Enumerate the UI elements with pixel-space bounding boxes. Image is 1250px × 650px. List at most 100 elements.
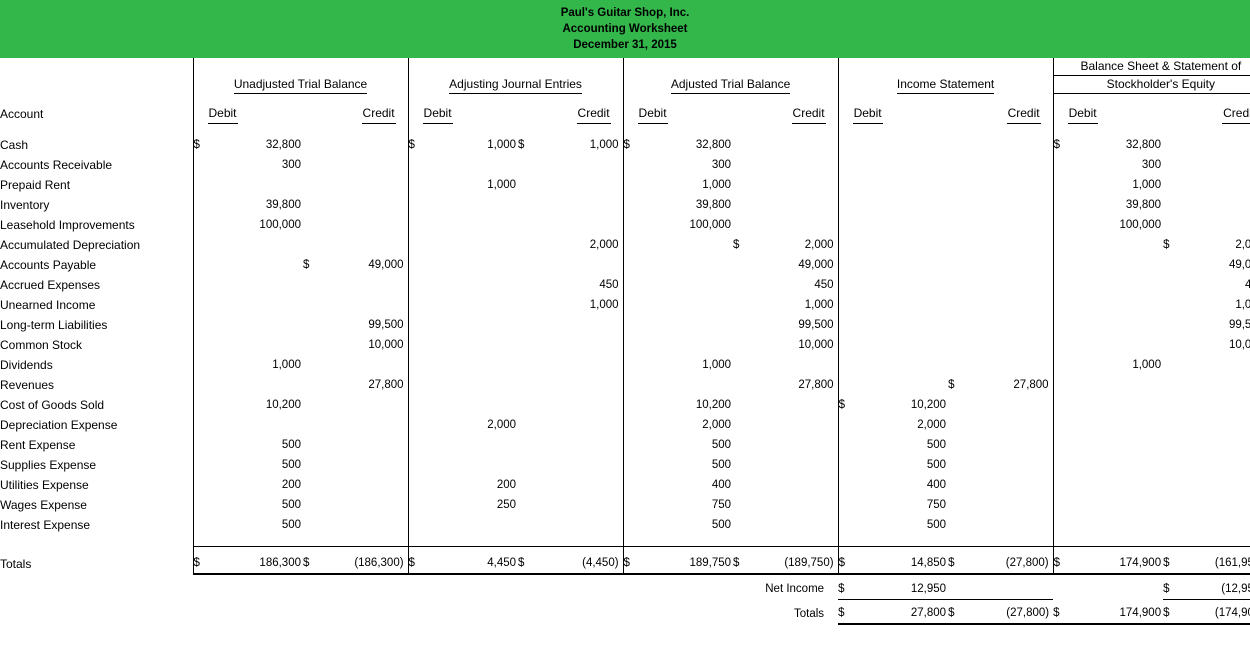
- utb-debit-amount: 500: [281, 459, 301, 471]
- is-debit-currency: [837, 375, 861, 395]
- subheader-atb-credit: Credit: [733, 94, 838, 124]
- final-totals-is-debit: 27,800: [860, 599, 947, 625]
- atb-debit-currency: [622, 435, 646, 455]
- worksheet-row: Dividends 1,000 1,000 1,000: [0, 355, 1250, 375]
- utb-debit-amount: [215, 235, 301, 255]
- aje-credit-currency: [518, 215, 540, 235]
- is-debit-currency: [837, 235, 861, 255]
- aje-debit-amount: [430, 455, 516, 475]
- utb-credit-currency: [303, 515, 325, 535]
- utb-debit-amount: 500: [281, 439, 301, 451]
- bs-credit-amount: 1,000: [1235, 299, 1250, 311]
- worksheet-row: Inventory 39,800 39,800 39,800: [0, 195, 1250, 215]
- aje-debit-currency: [407, 455, 431, 475]
- worksheet-row: Wages Expense 500 250 750 750: [0, 495, 1250, 515]
- bs-debit-currency: [1052, 315, 1076, 335]
- atb-debit-amount: 500: [711, 519, 732, 531]
- net-income-bs-debit: [1075, 574, 1161, 599]
- bs-debit-amount: [1075, 435, 1161, 455]
- is-credit-currency: [948, 435, 970, 455]
- subheader-aje-debit: Debit: [407, 94, 517, 124]
- aje-debit-amount: 250: [496, 499, 517, 511]
- aje-credit-amount: 2,000: [589, 239, 619, 251]
- utb-credit-amount: [325, 195, 408, 215]
- utb-credit-amount: [325, 475, 408, 495]
- atb-debit-amount: 750: [711, 499, 732, 511]
- bs-credit-amount: [1185, 175, 1250, 195]
- is-credit-amount: [970, 175, 1053, 195]
- bs-credit-amount: 49,000: [1228, 259, 1250, 271]
- is-credit-amount: [970, 395, 1053, 415]
- bs-debit-currency: [1052, 355, 1076, 375]
- is-credit-currency: [948, 395, 970, 415]
- atb-credit-amount: [755, 195, 838, 215]
- bs-credit-currency: [1163, 435, 1185, 455]
- net-income-is-credit: [970, 574, 1054, 600]
- totals-aje-credit-currency: $: [518, 545, 541, 575]
- is-credit-amount: [970, 515, 1053, 535]
- subheader-row: Account Debit Credit Debit Credit Debit …: [0, 94, 1250, 124]
- utb-credit-currency: [303, 455, 325, 475]
- atb-credit-currency: [733, 195, 755, 215]
- atb-credit-currency: [733, 355, 755, 375]
- subheader-atb-debit: Debit: [622, 94, 732, 124]
- bs-credit-currency: [1163, 275, 1185, 295]
- is-credit-amount: [970, 455, 1053, 475]
- atb-credit-currency: [733, 415, 755, 435]
- net-income-is-credit-currency: [948, 574, 971, 600]
- bs-credit-currency: [1163, 175, 1185, 195]
- totals-utb-debit-currency: $: [192, 545, 215, 575]
- bs-credit-amount: [1185, 495, 1250, 515]
- utb-credit-amount: [325, 275, 408, 295]
- is-credit-currency: [948, 415, 970, 435]
- bs-credit-amount: 99,500: [1228, 319, 1250, 331]
- bs-credit-currency: [1163, 495, 1185, 515]
- aje-debit-currency: [407, 515, 431, 535]
- atb-debit-amount: 2,000: [702, 419, 732, 431]
- is-credit-currency: [948, 215, 970, 235]
- is-debit-amount: [860, 175, 946, 195]
- is-debit-amount: 500: [926, 459, 947, 471]
- bs-credit-amount: [1185, 155, 1250, 175]
- is-credit-amount: [970, 435, 1053, 455]
- atb-debit-amount: 1,000: [702, 359, 732, 371]
- is-credit-currency: [948, 335, 970, 355]
- bs-credit-amount: [1185, 455, 1250, 475]
- totals-aje-debit: 4,450: [430, 545, 517, 575]
- utb-debit-amount: [215, 275, 301, 295]
- aje-credit-amount: [540, 395, 623, 415]
- is-debit-amount: 500: [926, 519, 947, 531]
- is-credit-currency: [948, 255, 970, 275]
- worksheet-row: Rent Expense 500 500 500: [0, 435, 1250, 455]
- aje-debit-amount: [430, 195, 516, 215]
- utb-credit-currency: [303, 315, 325, 335]
- bs-debit-amount: [1075, 475, 1161, 495]
- bs-credit-currency: [1163, 315, 1185, 335]
- atb-credit-currency: [733, 155, 755, 175]
- atb-credit-amount: 450: [814, 279, 834, 291]
- bs-debit-amount: [1075, 295, 1161, 315]
- utb-debit-currency: [192, 295, 215, 315]
- bs-credit-amount: [1185, 515, 1250, 535]
- net-income-bs-credit: (12,950): [1185, 574, 1250, 600]
- net-income-is-debit: 12,950: [860, 574, 947, 600]
- aje-debit-amount: [430, 295, 516, 315]
- aje-credit-amount: [540, 215, 623, 235]
- is-debit-currency: [837, 475, 861, 495]
- bs-debit-amount: [1075, 275, 1161, 295]
- aje-debit-amount: [430, 255, 516, 275]
- atb-debit-amount: [645, 335, 731, 355]
- aje-debit-amount: [430, 355, 516, 375]
- is-credit-amount: [970, 335, 1053, 355]
- bs-debit-currency: [1052, 495, 1076, 515]
- account-name: Utilities Expense: [0, 478, 89, 492]
- aje-debit-currency: [407, 255, 431, 275]
- aje-credit-currency: [518, 515, 540, 535]
- bs-credit-amount: [1185, 415, 1250, 435]
- atb-credit-currency: [733, 395, 755, 415]
- bs-debit-currency: [1052, 275, 1076, 295]
- atb-credit-amount: 99,500: [798, 319, 834, 331]
- utb-credit-amount: [325, 235, 408, 255]
- is-debit-currency: [837, 215, 861, 235]
- is-debit-amount: 500: [926, 439, 947, 451]
